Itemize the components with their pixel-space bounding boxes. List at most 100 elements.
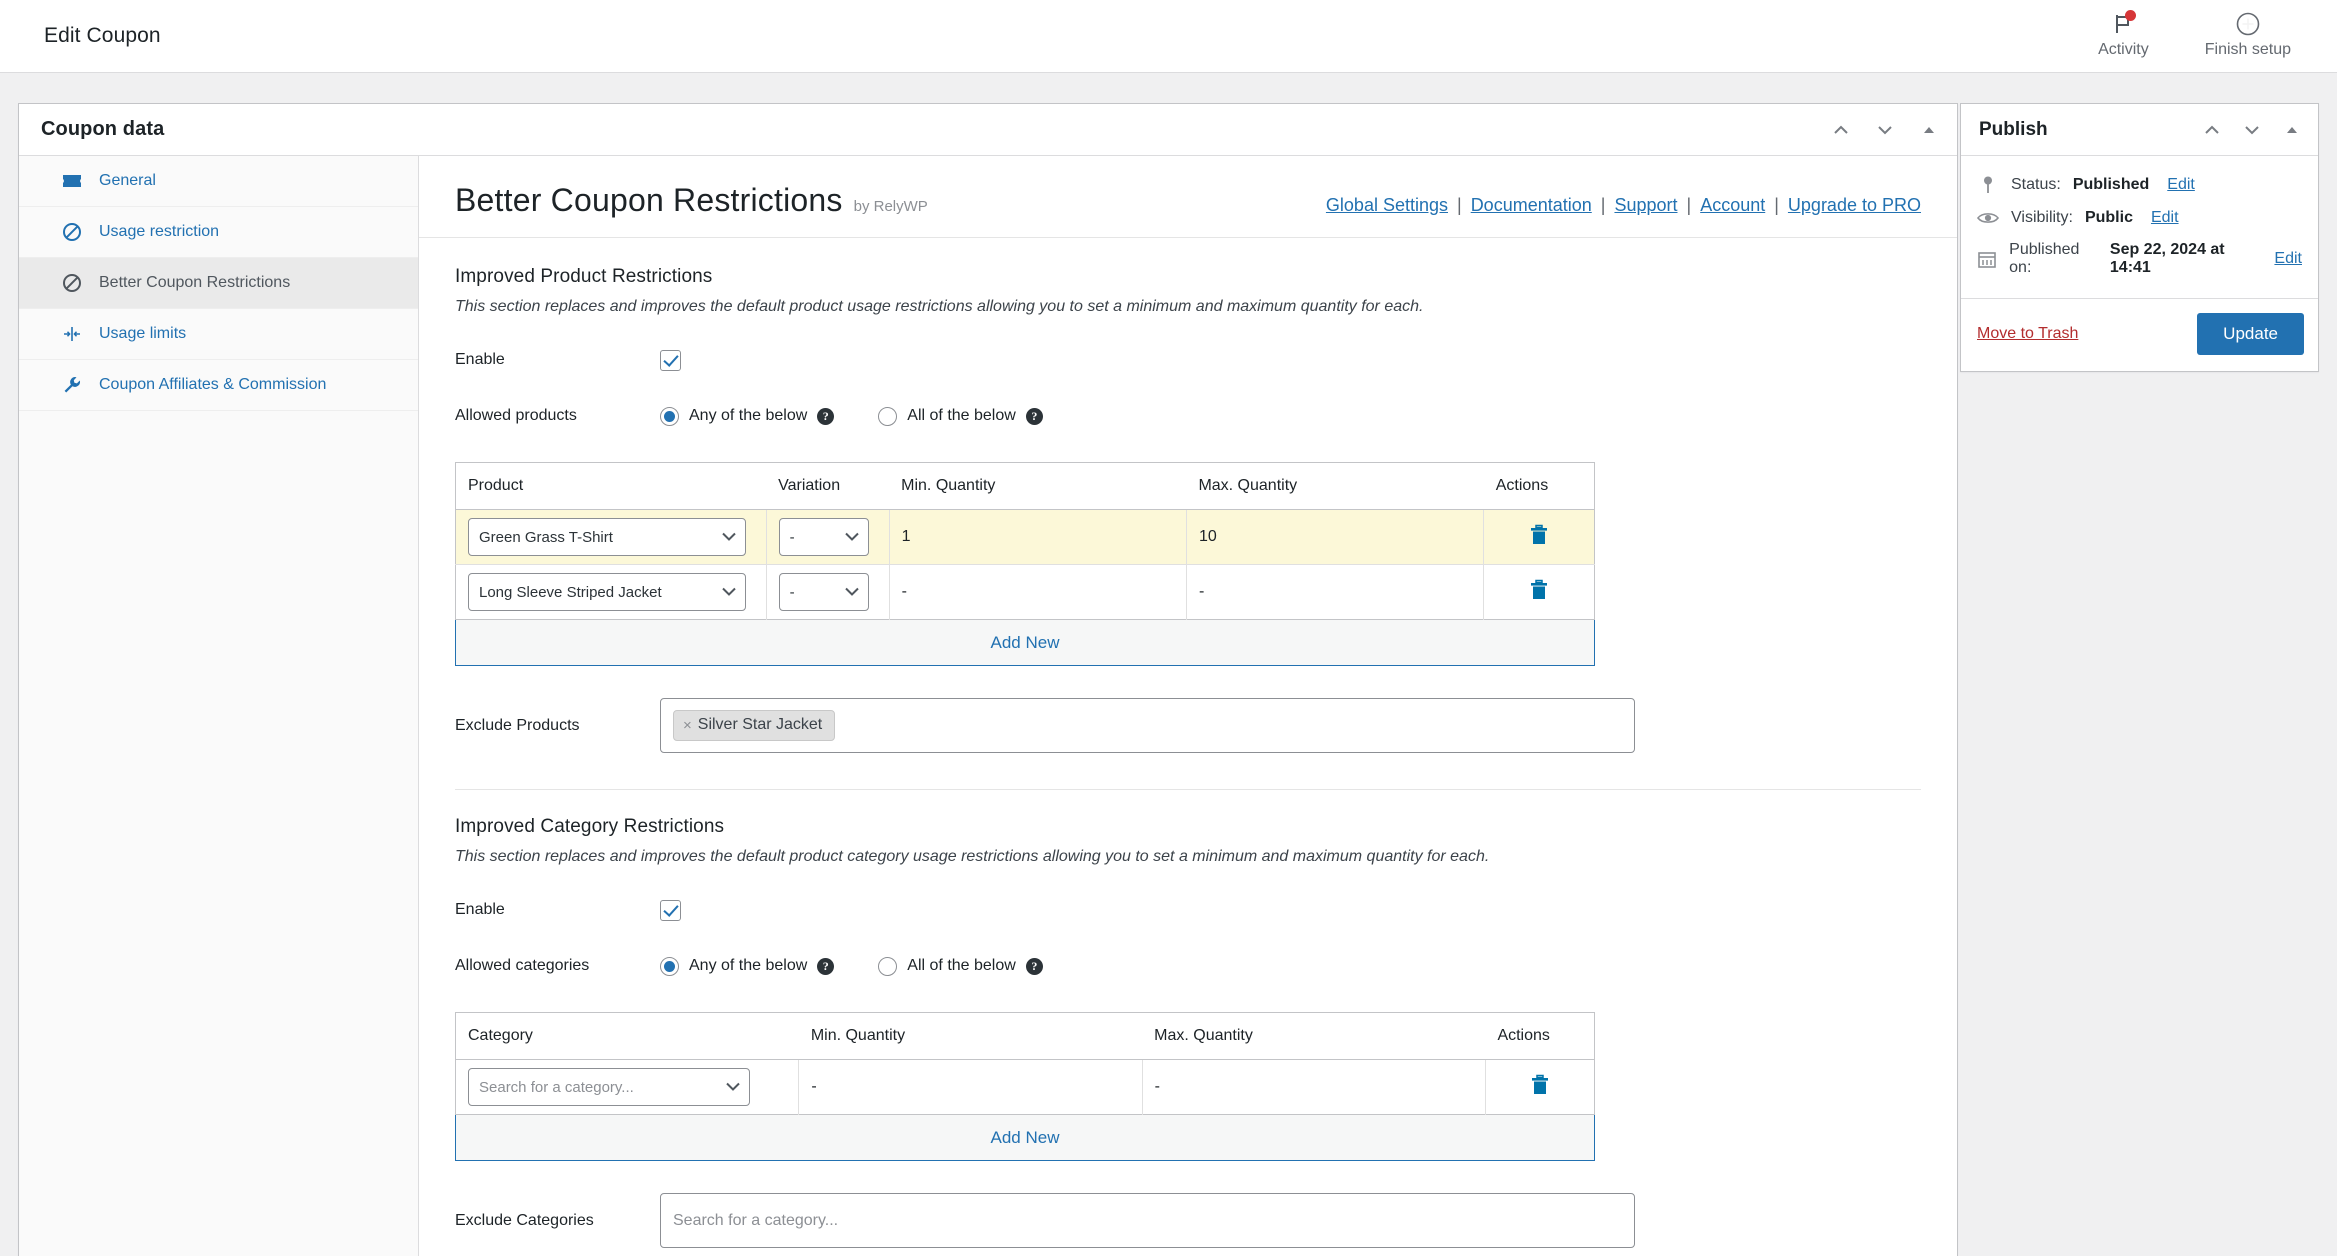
activity-button[interactable]: Activity [2098, 9, 2149, 59]
cell-category: Search for a category... [455, 1059, 800, 1115]
sidebar-item-usage-limits[interactable]: Usage limits [19, 309, 418, 360]
toggle-panel-icon[interactable] [1913, 114, 1945, 146]
move-up-icon[interactable] [2196, 114, 2228, 146]
allowed-products-any-option[interactable]: Any of the below ? [660, 406, 835, 426]
add-new-category-button[interactable]: Add New [455, 1115, 1595, 1161]
move-up-icon[interactable] [1825, 114, 1857, 146]
product-enable-checkbox[interactable] [660, 349, 681, 371]
cell-product: Long Sleeve Striped Jacket [455, 564, 767, 620]
eye-icon [1977, 211, 1999, 225]
improved-category-restrictions-section: Improved Category Restrictions This sect… [419, 790, 1957, 1256]
link-global-settings[interactable]: Global Settings [1325, 195, 1448, 215]
ticket-icon [61, 170, 83, 192]
table-row: Long Sleeve Striped Jacket [455, 564, 1595, 620]
category-enable-checkbox[interactable] [660, 899, 681, 921]
allowed-categories-any-option[interactable]: Any of the below ? [660, 956, 835, 976]
sidebar-item-better-coupon-restrictions[interactable]: Better Coupon Restrictions [19, 258, 418, 309]
cell-variation: - [766, 509, 890, 565]
allowed-products-all-option[interactable]: All of the below ? [878, 406, 1043, 426]
edit-visibility-link[interactable]: Edit [2150, 209, 2179, 226]
exclude-categories-label: Exclude Categories [455, 1211, 594, 1229]
help-icon[interactable]: ? [817, 407, 835, 425]
radio-all-products[interactable] [878, 406, 898, 426]
help-icon[interactable]: ? [1025, 957, 1043, 975]
allowed-products-label: Allowed products [455, 407, 577, 424]
wrench-icon [61, 374, 83, 396]
remove-token-icon[interactable]: × [683, 716, 692, 734]
table-row: Search for a category... - - [455, 1059, 1595, 1115]
cell-min-quantity[interactable]: 1 [889, 509, 1187, 565]
link-support[interactable]: Support [1614, 195, 1678, 215]
help-icon[interactable]: ? [817, 957, 835, 975]
cell-actions [1483, 564, 1595, 620]
radio-any-products[interactable] [660, 406, 679, 426]
trash-icon[interactable] [1528, 524, 1550, 551]
exclude-categories-field[interactable]: Search for a category... [660, 1193, 1635, 1248]
category-enable-row: Enable [455, 890, 1921, 930]
cell-max-quantity[interactable]: 10 [1186, 509, 1485, 565]
plugin-title: Better Coupon Restrictions [455, 182, 843, 218]
move-to-trash-link[interactable]: Move to Trash [1977, 325, 2079, 342]
trash-icon[interactable] [1528, 579, 1550, 606]
link-upgrade-to-pro[interactable]: Upgrade to PRO [1787, 195, 1921, 215]
category-restrictions-table: Category Min. Quantity Max. Quantity Act… [455, 1012, 1595, 1115]
cell-min-quantity[interactable]: - [798, 1059, 1143, 1115]
sidebar-item-general[interactable]: General [19, 156, 418, 207]
product-select-wrap: Green Grass T-Shirt [468, 518, 746, 556]
cell-min-quantity[interactable]: - [889, 564, 1187, 620]
plugin-links: Global Settings | Documentation | Suppor… [1326, 195, 1921, 218]
help-icon[interactable]: ? [1025, 407, 1043, 425]
edit-date-link[interactable]: Edit [2274, 250, 2302, 267]
move-down-icon[interactable] [2236, 114, 2268, 146]
variation-select[interactable]: - [778, 573, 869, 611]
radio-any-categories[interactable] [660, 956, 679, 976]
exclude-products-field[interactable]: × Silver Star Jacket [660, 698, 1635, 753]
category-select-wrap: Search for a category... [468, 1068, 750, 1106]
sidebar-item-coupon-affiliates[interactable]: Coupon Affiliates & Commission [19, 360, 418, 411]
radio-any-categories-label: Any of the below [689, 957, 808, 974]
coupon-data-panel: Coupon data [18, 103, 1958, 1256]
link-account[interactable]: Account [1700, 195, 1766, 215]
radio-all-categories[interactable] [878, 956, 898, 976]
block-icon [61, 221, 83, 243]
allowed-categories-label: Allowed categories [455, 957, 590, 974]
publish-visibility-value: Public [2084, 209, 2133, 226]
add-new-product-button[interactable]: Add New [455, 620, 1595, 666]
move-down-icon[interactable] [1869, 114, 1901, 146]
product-select[interactable]: Long Sleeve Striped Jacket [468, 573, 746, 611]
toggle-panel-icon[interactable] [2276, 114, 2308, 146]
exclude-categories-row: Exclude Categories Search for a category… [455, 1193, 1921, 1248]
block-icon [61, 272, 83, 294]
table-header-row: Category Min. Quantity Max. Quantity Act… [455, 1012, 1595, 1060]
update-button[interactable]: Update [2197, 313, 2304, 355]
link-separator: | [1686, 195, 1692, 215]
publish-status-value: Published [2072, 176, 2150, 193]
link-documentation[interactable]: Documentation [1470, 195, 1592, 215]
trash-icon[interactable] [1529, 1074, 1551, 1101]
link-separator: | [1774, 195, 1779, 215]
edit-status-link[interactable]: Edit [2167, 176, 2195, 193]
cell-max-quantity[interactable]: - [1186, 564, 1485, 620]
publish-date-row: Published on: Sep 22, 2024 at 14:41 Edit [1977, 234, 2302, 284]
column-header-max-quantity: Max. Quantity [1142, 1012, 1486, 1060]
variation-select[interactable]: - [778, 518, 869, 556]
allowed-categories-all-option[interactable]: All of the below ? [878, 956, 1043, 976]
better-coupon-restrictions-panel: Better Coupon Restrictions by RelyWP Glo… [419, 156, 1957, 1256]
finish-setup-button[interactable]: Finish setup [2205, 10, 2291, 59]
link-separator: | [1457, 195, 1462, 215]
radio-any-products-label: Any of the below [689, 407, 808, 424]
page-content: Coupon data [0, 73, 2337, 1256]
category-select[interactable]: Search for a category... [468, 1068, 750, 1106]
publish-footer: Move to Trash Update [1961, 299, 2318, 371]
column-header-min-quantity: Min. Quantity [798, 1012, 1143, 1060]
plugin-author: by RelyWP [853, 198, 928, 215]
cell-max-quantity[interactable]: - [1142, 1059, 1486, 1115]
product-select[interactable]: Green Grass T-Shirt [468, 518, 746, 556]
sidebar-item-usage-restriction[interactable]: Usage restriction [19, 207, 418, 258]
cell-actions [1485, 1060, 1594, 1115]
product-token[interactable]: × Silver Star Jacket [673, 710, 836, 741]
radio-all-categories-label: All of the below [907, 957, 1016, 974]
column-header-category: Category [455, 1012, 799, 1060]
sidebar-item-label: Coupon Affiliates & Commission [99, 376, 327, 393]
